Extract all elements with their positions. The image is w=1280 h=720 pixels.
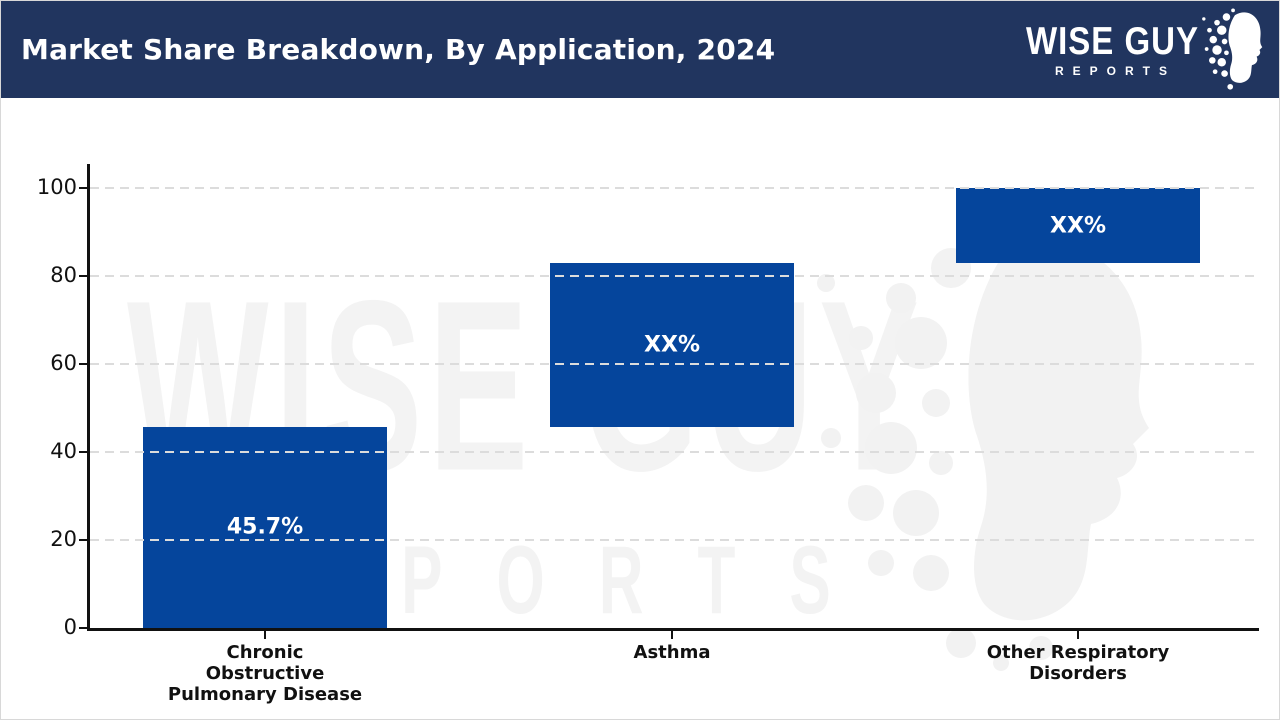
- y-tick-label: 0: [63, 615, 77, 639]
- wiseguy-logo: WISE GUY REPORTS: [1026, 7, 1267, 93]
- grid-line: [90, 187, 1257, 189]
- y-tick-label: 100: [36, 175, 77, 199]
- y-tick-label: 20: [50, 527, 77, 551]
- chart-area: WISE GUY REPORTS 0 20 40 60 80 100 45.7% XX% XX%…: [1, 98, 1279, 719]
- bar-value-label: XX%: [1050, 213, 1106, 239]
- y-tick-mark: [79, 451, 87, 453]
- bar: [956, 188, 1200, 264]
- bar-value-label: XX%: [644, 332, 700, 358]
- y-tick-mark: [79, 363, 87, 365]
- y-tick-label: 40: [50, 439, 77, 463]
- y-tick-mark: [79, 627, 87, 629]
- wiseguy-logo-text: WISE GUY REPORTS: [1025, 18, 1199, 78]
- grid-line: [90, 451, 1257, 453]
- grid-line: [90, 363, 1257, 365]
- x-category-label: Chronic Obstructive Pulmonary Disease: [167, 642, 363, 705]
- bar: [550, 263, 794, 427]
- bar: [143, 426, 387, 628]
- x-category-label: Asthma: [633, 642, 711, 663]
- x-tick-mark: [264, 631, 266, 639]
- y-tick-mark: [79, 275, 87, 277]
- wiseguy-head-icon: [1202, 8, 1263, 90]
- chart-title: Market Share Breakdown, By Application, …: [21, 33, 776, 66]
- x-category-label: Other Respiratory Disorders: [986, 642, 1170, 684]
- y-tick-label: 80: [50, 263, 77, 287]
- y-axis-line: [87, 164, 90, 631]
- y-tick-label: 60: [50, 351, 77, 375]
- logo-subtitle: REPORTS: [1054, 64, 1176, 78]
- bar-value-label: 45.7%: [226, 514, 304, 540]
- logo-wordmark: WISE GUY: [1025, 18, 1199, 63]
- grid-line: [90, 539, 1257, 541]
- x-tick-mark: [1077, 631, 1079, 639]
- y-tick-mark: [79, 187, 87, 189]
- x-tick-mark: [671, 631, 673, 639]
- y-tick-mark: [79, 539, 87, 541]
- watermark-head-icon: [817, 223, 1149, 671]
- x-axis-line: [87, 628, 1259, 631]
- grid-line: [90, 275, 1257, 277]
- header: Market Share Breakdown, By Application, …: [1, 1, 1279, 98]
